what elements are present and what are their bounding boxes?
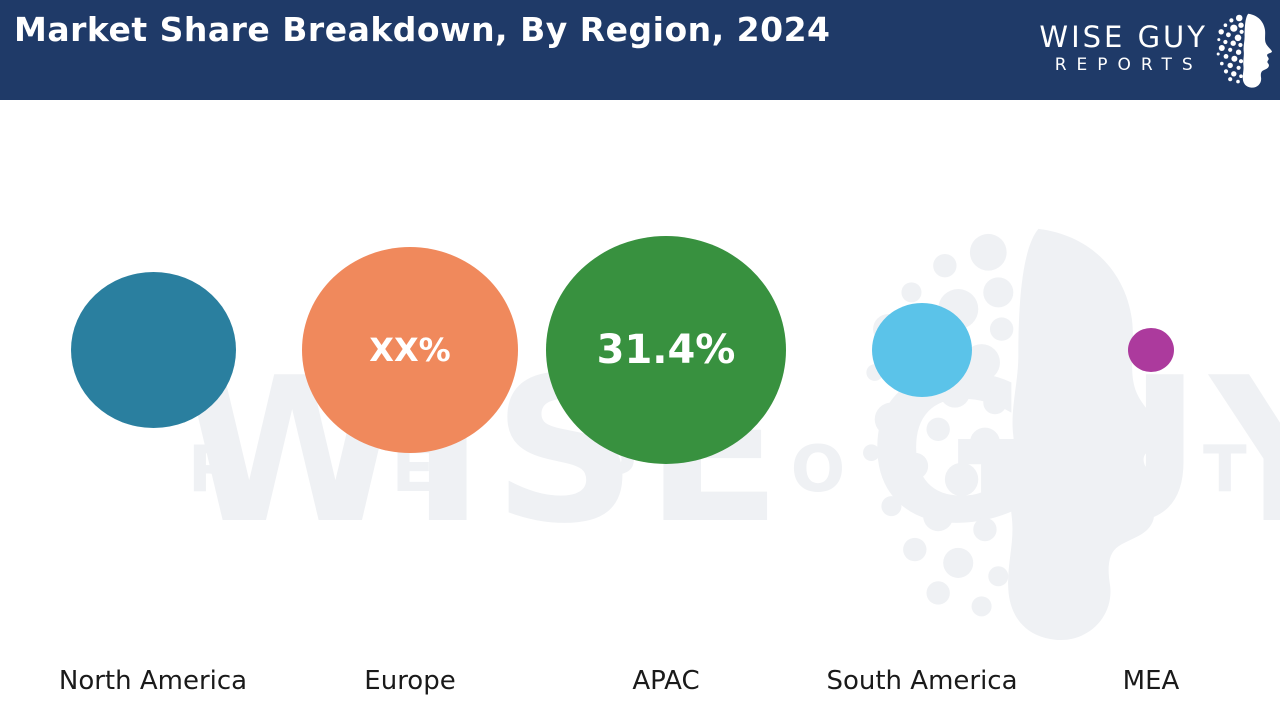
header-bar: Market Share Breakdown, By Region, 2024 …: [0, 0, 1280, 100]
logo-brand-name: WISE GUY: [1039, 20, 1208, 54]
bubble-apac: 31.4%: [546, 236, 786, 464]
bubble-mea: [1128, 328, 1174, 372]
watermark-reports-text: R E P O R T S: [188, 433, 1280, 507]
bubble-north-america: [70, 272, 236, 428]
wise-guy-reports-logo: WISE GUY REPORTS: [1024, 6, 1274, 94]
category-label-europe: Europe: [364, 666, 456, 696]
page-title: Market Share Breakdown, By Region, 2024: [14, 10, 831, 49]
bubble-europe: XX%: [302, 247, 518, 453]
bubble-value-label-apac: 31.4%: [596, 327, 736, 373]
category-label-apac: APAC: [632, 666, 700, 696]
category-label-mea: MEA: [1122, 666, 1180, 696]
logo-brand-subtitle: REPORTS: [1054, 55, 1203, 75]
bubble-south-america: [872, 303, 972, 397]
category-label-north-america: North America: [58, 666, 248, 696]
head-profile-icon: [1216, 13, 1272, 88]
category-label-south-america: South America: [826, 666, 1018, 696]
bubble-chart-area: WISE GUY R E P O R T S XX%31.4% North Am…: [0, 100, 1280, 720]
watermark-head-profile-icon: [863, 228, 1171, 641]
logo-text: WISE GUY REPORTS: [1039, 20, 1208, 75]
bubble-value-label-europe: XX%: [369, 331, 451, 369]
